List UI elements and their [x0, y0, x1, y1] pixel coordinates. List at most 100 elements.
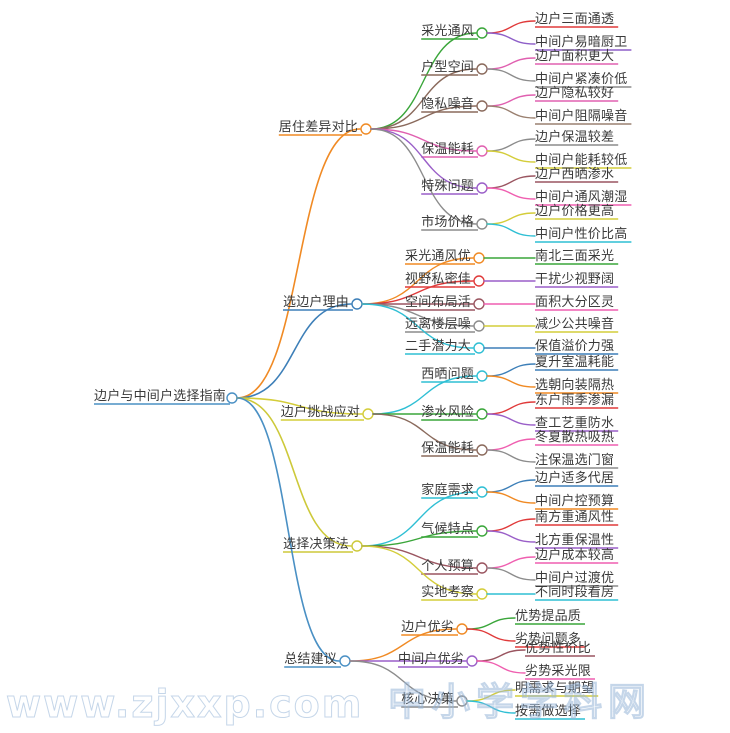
leaf-node-label-0-2-0[interactable]: 边户隐私较好	[535, 86, 615, 101]
leaf-node-label-4-1-0[interactable]: 优势性价比	[525, 641, 592, 656]
leaf-node-label-0-5-0[interactable]: 边户价格更高	[535, 204, 615, 219]
leaf-node-label-0-5-1[interactable]: 中间户性价比高	[535, 227, 628, 242]
leaf-node-label-4-0-1[interactable]: 劣势问题多	[515, 632, 582, 647]
child-node-label-1-3[interactable]: 远离楼层噪	[405, 317, 472, 332]
node-connector-dot[interactable]	[473, 252, 485, 264]
node-connector-dot[interactable]	[476, 145, 488, 157]
leaf-node-label-3-2-0[interactable]: 边户成本较高	[535, 548, 615, 563]
child-node-label-0-0[interactable]: 采光通风	[421, 24, 474, 39]
node-connector-dot[interactable]	[339, 655, 351, 667]
leaf-node-label-0-2-1[interactable]: 中间户阻隔噪音	[535, 109, 628, 124]
leaf-node-label-2-0-0[interactable]: 夏升室温耗能	[535, 355, 615, 370]
child-node-label-3-0[interactable]: 家庭需求	[421, 483, 474, 498]
leaf-node-label-4-2-1[interactable]: 按需做选择	[515, 704, 582, 719]
connector-line	[361, 545, 477, 595]
child-node-label-0-3[interactable]: 保温能耗	[421, 142, 474, 157]
child-node-label-1-0[interactable]: 采光通风优	[405, 249, 472, 264]
node-connector-dot[interactable]	[360, 123, 372, 135]
leaf-node-label-3-1-1[interactable]: 北方重保温性	[535, 533, 615, 548]
connector-line	[486, 94, 536, 107]
leaf-node-label-1-1-0[interactable]: 干扰少视野阔	[535, 272, 615, 287]
node-connector-dot[interactable]	[362, 408, 374, 420]
leaf-node-label-3-0-1[interactable]: 中间户控预算	[535, 494, 615, 509]
child-node-label-0-1[interactable]: 户型空间	[421, 60, 474, 75]
leaf-node-label-0-0-0[interactable]: 边户三面通透	[535, 12, 615, 27]
leaf-node-label-3-2-1[interactable]: 中间户过渡优	[535, 571, 615, 586]
node-connector-dot[interactable]	[476, 408, 488, 420]
leaf-node-label-2-1-1[interactable]: 查工艺重防水	[535, 416, 615, 431]
child-node-label-1-4[interactable]: 二手潜力大	[405, 339, 472, 354]
leaf-node-label-0-1-1[interactable]: 中间户紧凑价低	[535, 72, 628, 87]
leaf-node-label-2-0-1[interactable]: 选朝向装隔热	[535, 378, 615, 393]
node-connector-dot[interactable]	[473, 275, 485, 287]
leaf-node-label-2-1-0[interactable]: 东户雨季渗漏	[535, 393, 615, 408]
leaf-node-label-0-4-0[interactable]: 边户西晒渗水	[535, 167, 615, 182]
child-node-label-4-2[interactable]: 核心决策	[401, 692, 454, 707]
connector-line	[372, 413, 477, 451]
child-node-label-3-2[interactable]: 个人预算	[421, 559, 474, 574]
connector-line	[486, 518, 536, 532]
leaf-node-label-2-2-0[interactable]: 冬夏散热吸热	[535, 430, 615, 445]
node-connector-dot[interactable]	[226, 392, 238, 404]
node-connector-dot[interactable]	[456, 623, 468, 635]
node-connector-dot[interactable]	[476, 100, 488, 112]
leaf-node-label-1-3-0[interactable]: 减少公共噪音	[535, 317, 615, 332]
leaf-node-label-0-3-1[interactable]: 中间户能耗较低	[535, 153, 628, 168]
node-connector-dot[interactable]	[476, 218, 488, 230]
root-node-label[interactable]: 边户与中间户选择指南	[94, 389, 227, 404]
connector-line	[486, 530, 536, 543]
child-node-label-0-4[interactable]: 特殊问题	[421, 179, 474, 194]
branch-node-label-0[interactable]: 居住差异对比	[278, 120, 358, 135]
leaf-node-label-0-4-1[interactable]: 中间户通风潮湿	[535, 190, 628, 205]
connector-line	[486, 138, 536, 152]
node-connector-dot[interactable]	[476, 486, 488, 498]
leaf-node-label-1-2-0[interactable]: 面积大分区灵	[535, 295, 615, 310]
branch-node-label-1[interactable]: 选边户理由	[283, 295, 350, 310]
connector-line	[486, 363, 536, 377]
leaf-node-label-0-3-0[interactable]: 边户保温较差	[535, 130, 615, 145]
node-connector-dot[interactable]	[456, 695, 468, 707]
node-connector-dot[interactable]	[476, 588, 488, 600]
leaf-node-label-1-4-0[interactable]: 保值溢价力强	[535, 339, 615, 354]
child-node-label-3-1[interactable]: 气候特点	[421, 522, 474, 537]
leaf-node-label-3-1-0[interactable]: 南方重通风性	[535, 510, 615, 525]
node-connector-dot[interactable]	[473, 320, 485, 332]
child-node-label-4-0[interactable]: 边户优劣	[401, 620, 454, 635]
child-node-label-1-1[interactable]: 视野私密佳	[405, 272, 472, 287]
node-connector-dot[interactable]	[476, 370, 488, 382]
leaf-node-label-2-2-1[interactable]: 注保温选门窗	[535, 453, 615, 468]
branch-node-label-2[interactable]: 边户挑战应对	[280, 405, 360, 420]
child-node-label-2-0[interactable]: 西晒问题	[421, 367, 474, 382]
leaf-node-label-4-1-1[interactable]: 劣势采光限	[525, 664, 592, 679]
node-connector-dot[interactable]	[476, 562, 488, 574]
node-connector-dot[interactable]	[473, 298, 485, 310]
child-node-label-0-2[interactable]: 隐私噪音	[421, 97, 474, 112]
node-connector-dot[interactable]	[473, 342, 485, 354]
child-node-label-3-3[interactable]: 实地考察	[421, 585, 474, 600]
node-connector-dot[interactable]	[351, 298, 363, 310]
node-connector-dot[interactable]	[476, 444, 488, 456]
leaf-node-label-0-0-1[interactable]: 中间户易暗厨卫	[535, 35, 628, 50]
leaf-node-label-3-0-0[interactable]: 边户适多代居	[535, 471, 615, 486]
branch-node-label-3[interactable]: 选择决策法	[283, 537, 350, 552]
node-connector-dot[interactable]	[476, 27, 488, 39]
leaf-node-label-4-0-0[interactable]: 优势提品质	[515, 609, 582, 624]
child-node-label-2-2[interactable]: 保温能耗	[421, 441, 474, 456]
child-node-label-1-2[interactable]: 空间布局活	[405, 295, 472, 310]
connector-line	[370, 68, 477, 130]
leaf-node-label-4-2-0[interactable]: 明需求与期望	[515, 681, 595, 696]
leaf-node-label-3-3-0[interactable]: 不同时段看房	[535, 585, 615, 600]
child-node-label-0-5[interactable]: 市场价格	[421, 215, 474, 230]
node-connector-dot[interactable]	[476, 63, 488, 75]
child-node-label-2-1[interactable]: 渗水风险	[421, 405, 474, 420]
node-connector-dot[interactable]	[351, 540, 363, 552]
child-node-label-4-1[interactable]: 中间户优劣	[398, 652, 465, 667]
connector-line	[486, 413, 536, 426]
leaf-node-label-0-1-0[interactable]: 边户面积更大	[535, 49, 615, 64]
leaf-node-label-1-0-0[interactable]: 南北三面采光	[535, 249, 615, 264]
node-connector-dot[interactable]	[476, 525, 488, 537]
connector-line	[361, 280, 474, 305]
branch-node-label-4[interactable]: 总结建议	[284, 652, 337, 667]
node-connector-dot[interactable]	[476, 182, 488, 194]
node-connector-dot[interactable]	[466, 655, 478, 667]
